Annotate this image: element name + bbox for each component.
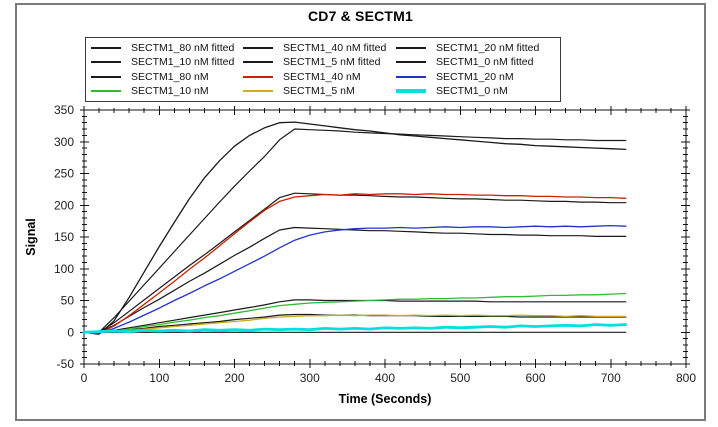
legend-line-sample — [243, 75, 273, 78]
legend-item-label: SECTM1_40 nM — [283, 70, 361, 83]
legend-item-label: SECTM1_80 nM — [131, 70, 209, 83]
legend-item-label: SECTM1_5 nM — [283, 85, 355, 98]
legend-item-label: SECTM1_0 nM — [436, 85, 508, 98]
legend-item-label: SECTM1_20 nM — [436, 70, 514, 83]
legend-line-sample — [91, 61, 121, 64]
y-tick-label: -50 — [57, 357, 75, 371]
series-SECTM1_40-nM-fitted — [83, 192, 627, 333]
chart-title: CD7 & SECTM1 — [307, 8, 414, 24]
legend-item-label: SECTM1_80 nM fitted — [131, 41, 235, 54]
x-tick-label: 100 — [149, 371, 169, 385]
legend-item: SECTM1_80 nM — [91, 70, 243, 84]
legend-line-sample — [396, 75, 426, 78]
legend-item: SECTM1_40 nM — [243, 70, 396, 84]
legend-item-label: SECTM1_40 nM fitted — [283, 41, 387, 54]
y-tick-label: 150 — [54, 230, 74, 244]
legend-item-label: SECTM1_10 nM — [131, 85, 209, 98]
legend-line-sample — [91, 75, 121, 78]
legend-item: SECTM1_40 nM fitted — [243, 41, 396, 55]
x-tick-label: 600 — [525, 371, 545, 385]
legend-line-sample — [243, 90, 273, 93]
y-tick-label: 200 — [54, 198, 74, 212]
legend-line-sample — [396, 61, 426, 64]
series-SECTM1_5-nM — [83, 314, 627, 333]
legend-item-label: SECTM1_10 nM fitted — [131, 56, 235, 69]
series-SECTM1_0-nM — [82, 323, 628, 334]
legend-item: SECTM1_20 nM fitted — [396, 41, 558, 55]
legend-line-sample — [396, 46, 426, 49]
x-tick-label: 800 — [676, 371, 696, 385]
series-SECTM1_10-nM — [83, 292, 627, 333]
legend-line-sample — [91, 46, 121, 49]
legend-item: SECTM1_0 nM — [396, 84, 558, 98]
legend-item: SECTM1_5 nM fitted — [243, 55, 396, 69]
legend-item: SECTM1_20 nM — [396, 70, 558, 84]
series-SECTM1_80-nM — [83, 121, 627, 335]
y-tick-label: 250 — [54, 167, 74, 181]
series-SECTM1_20-nM-fitted — [83, 226, 627, 333]
y-tick-label: 350 — [54, 103, 74, 117]
legend-item-label: SECTM1_0 nM fitted — [436, 56, 534, 69]
legend-line-sample — [243, 61, 273, 64]
legend-item-label: SECTM1_5 nM fitted — [283, 56, 381, 69]
legend-item-label: SECTM1_20 nM fitted — [436, 41, 540, 54]
legend-line-sample — [396, 89, 426, 94]
chart-legend: SECTM1_80 nM fitted SECTM1_40 nM fitted SE… — [85, 37, 561, 102]
legend-line-sample — [243, 46, 273, 49]
legend-item: SECTM1_0 nM fitted — [396, 55, 558, 69]
series-SECTM1_20-nM — [83, 224, 627, 335]
y-tick-label: 100 — [54, 262, 74, 276]
x-tick-label: 0 — [81, 371, 88, 385]
y-tick-label: 300 — [54, 135, 74, 149]
legend-item: SECTM1_80 nM fitted — [91, 41, 243, 55]
x-tick-label: 300 — [300, 371, 320, 385]
y-axis-title: Signal — [24, 218, 38, 256]
x-tick-label: 400 — [375, 371, 395, 385]
x-tick-label: 700 — [601, 371, 621, 385]
x-axis-title: Time (Seconds) — [338, 392, 432, 406]
legend-line-sample — [91, 90, 121, 93]
legend-item: SECTM1_5 nM — [243, 84, 396, 98]
legend-item: SECTM1_10 nM — [91, 84, 243, 98]
y-tick-label: 0 — [67, 325, 74, 339]
x-tick-label: 200 — [224, 371, 244, 385]
y-tick-label: 50 — [61, 294, 75, 308]
legend-item: SECTM1_10 nM fitted — [91, 55, 243, 69]
series-SECTM1_40-nM — [83, 193, 627, 335]
series-SECTM1_80-nM-fitted — [83, 128, 627, 333]
x-tick-label: 500 — [450, 371, 470, 385]
